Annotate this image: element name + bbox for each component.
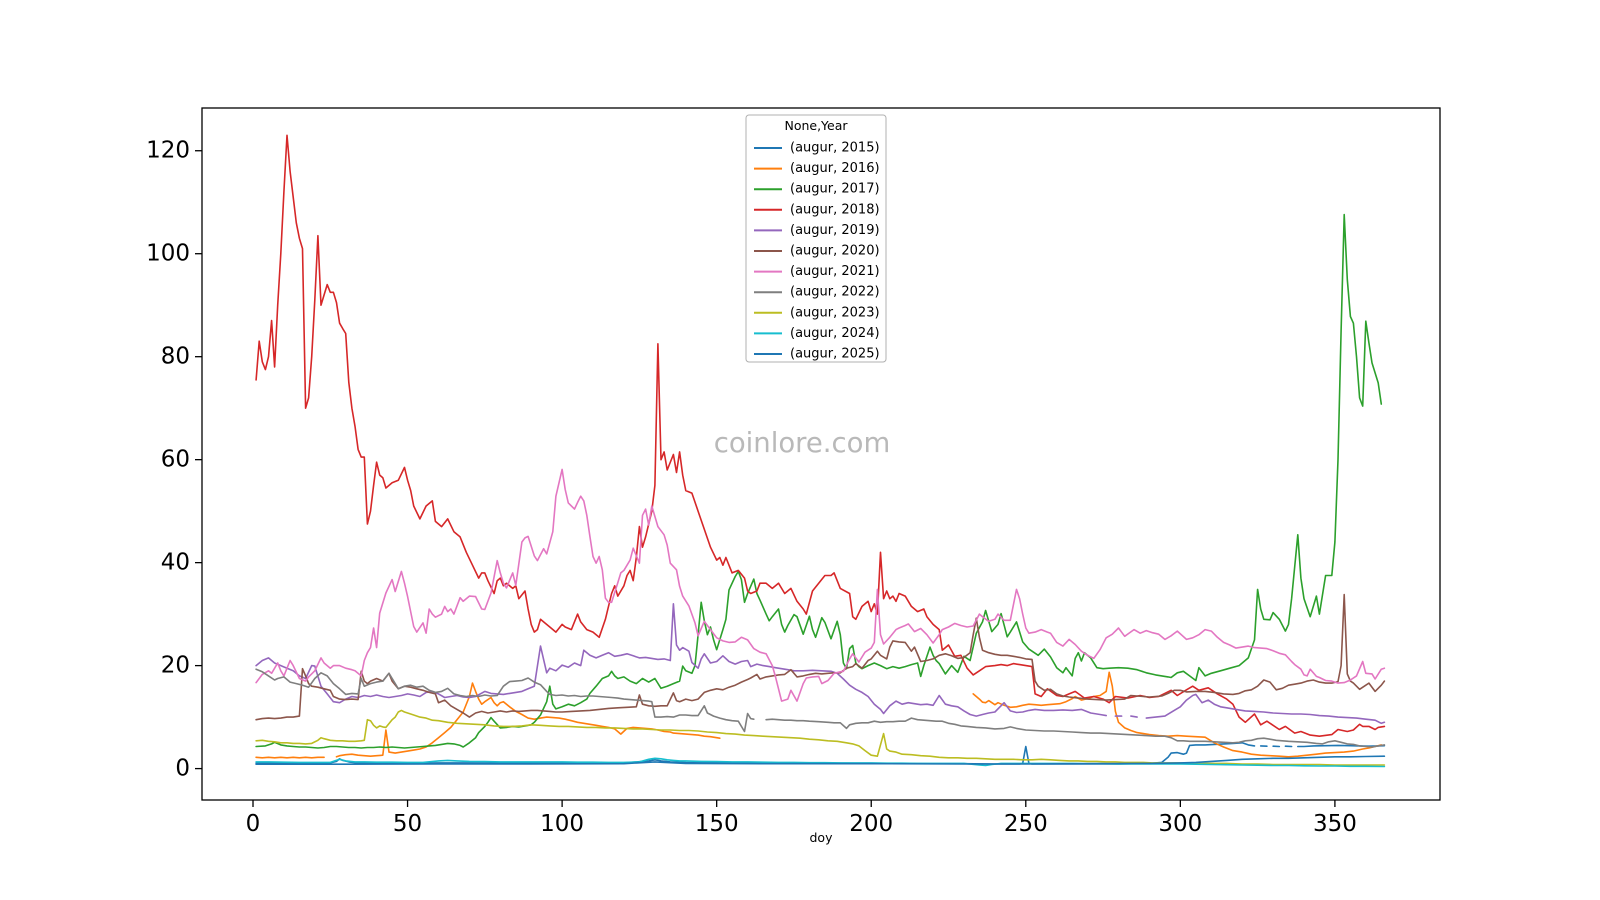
legend: None,Year (augur, 2015) (augur, 2016) (aug…	[745, 114, 887, 363]
x-axis-ticks: 0 50 100 150 200 250 300 350	[246, 800, 1357, 837]
legend-label-augur-2024: (augur, 2024)	[790, 326, 880, 341]
legend-label-augur-2019: (augur, 2019)	[790, 223, 880, 238]
series-line-augur-2015	[255, 741, 1256, 765]
legend-box	[745, 114, 887, 363]
legend-label-augur-2018: (augur, 2018)	[790, 202, 880, 217]
x-tick-label: 100	[540, 811, 584, 837]
x-tick-label: 350	[1313, 811, 1357, 837]
series-line-augur-2019	[1145, 693, 1386, 725]
x-tick-label: 150	[695, 811, 739, 837]
y-tick-label: 80	[161, 344, 190, 370]
legend-title: None,Year	[784, 118, 848, 133]
legend-label-augur-2017: (augur, 2017)	[790, 182, 880, 197]
series-line-augur-2020	[255, 593, 1386, 721]
series-line-augur-2022	[765, 717, 1386, 748]
legend-label-augur-2021: (augur, 2021)	[790, 264, 880, 279]
series-line-augur-2024	[255, 757, 1386, 768]
series-line-augur-2025	[255, 755, 1386, 766]
x-axis-label: doy	[810, 830, 834, 845]
series-line-augur-2016	[255, 756, 325, 759]
legend-label-augur-2023: (augur, 2023)	[790, 305, 880, 320]
legend-label-augur-2015: (augur, 2015)	[790, 141, 880, 156]
series-line-augur-2021	[255, 468, 1386, 702]
series-line-augur-2022	[255, 668, 755, 733]
y-tick-label: 100	[146, 241, 190, 267]
legend-label-augur-2016: (augur, 2016)	[790, 161, 880, 176]
x-tick-label: 300	[1158, 811, 1202, 837]
watermark-text: coinlore.com	[714, 427, 891, 459]
y-axis-ticks: 0 20 40 60 80 100 120	[146, 138, 202, 782]
plot-area	[201, 107, 1441, 801]
series-line-augur-2018	[255, 134, 1386, 738]
series-line-augur-2019	[1130, 715, 1138, 718]
series-line-augur-2019	[255, 602, 1107, 717]
legend-label-augur-2020: (augur, 2020)	[790, 244, 880, 259]
legend-label-augur-2025: (augur, 2025)	[790, 347, 880, 362]
x-tick-label: 200	[849, 811, 893, 837]
y-tick-label: 60	[161, 447, 190, 473]
x-tick-label: 50	[393, 811, 422, 837]
x-tick-label: 0	[246, 811, 261, 837]
y-tick-label: 0	[175, 756, 190, 782]
x-tick-label: 250	[1004, 811, 1048, 837]
y-tick-label: 40	[161, 550, 190, 576]
series-line-augur-2017	[255, 213, 1383, 749]
y-tick-label: 120	[146, 138, 190, 164]
y-tick-label: 20	[161, 653, 190, 679]
series-line-augur-2016	[335, 682, 721, 758]
legend-label-augur-2022: (augur, 2022)	[790, 285, 880, 300]
series-lines	[255, 134, 1386, 768]
series-line-augur-2016	[972, 671, 1383, 758]
series-line-augur-2023	[255, 709, 1386, 766]
